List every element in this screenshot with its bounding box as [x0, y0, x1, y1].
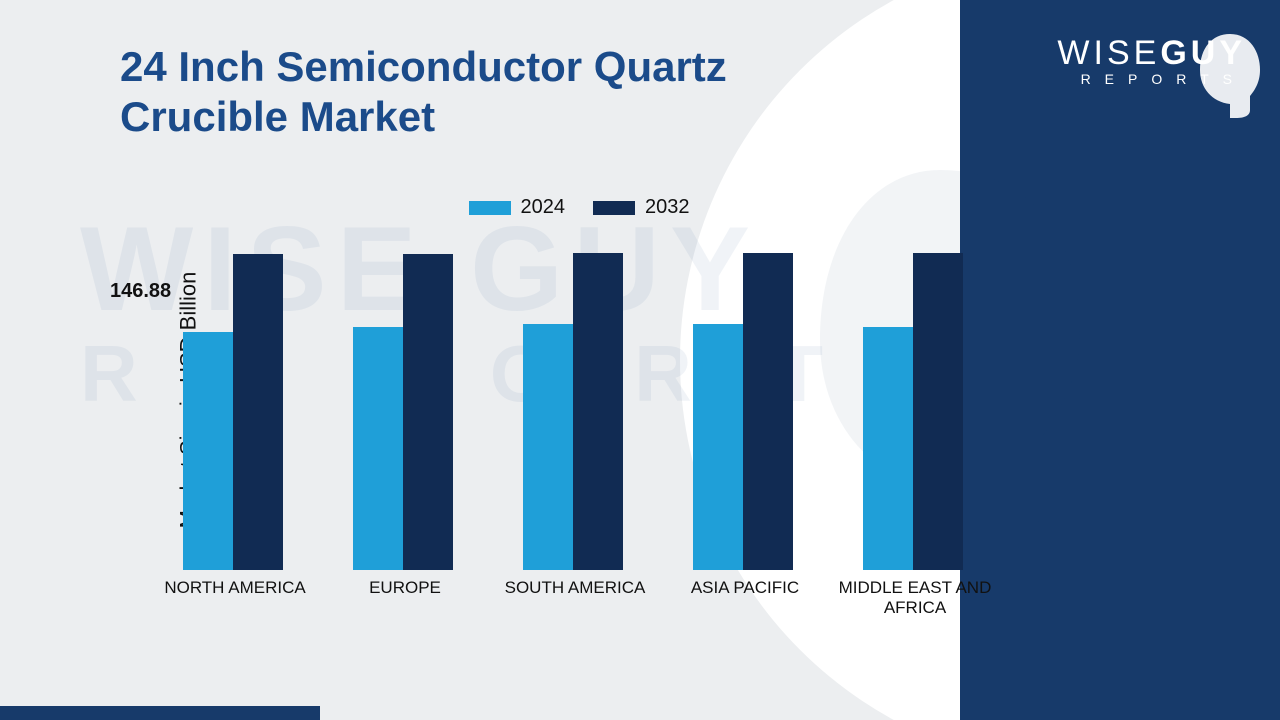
bar — [183, 332, 233, 570]
x-axis-label: EUROPE — [325, 570, 485, 598]
bar-group: ASIA PACIFIC — [685, 200, 805, 570]
plot-area: 20242032 NORTH AMERICAEUROPESOUTH AMERIC… — [160, 200, 970, 570]
bar — [353, 327, 403, 570]
stage: WISE GUY R E P O R T S 24 Inch Semicondu… — [0, 0, 1280, 720]
legend-swatch — [469, 201, 511, 215]
bar — [403, 254, 453, 570]
x-axis-label: MIDDLE EAST AND AFRICA — [835, 570, 995, 619]
bar — [743, 253, 793, 570]
bottom-accent-bar — [0, 706, 320, 720]
bar — [693, 324, 743, 570]
bar-group: EUROPE — [345, 200, 465, 570]
bar — [913, 253, 963, 570]
brand-word1: WISE — [1057, 34, 1160, 72]
legend-label: 2032 — [645, 196, 690, 218]
bar — [523, 324, 573, 570]
bar — [573, 253, 623, 570]
chart-area: Market Size in USD Billion 146.88 202420… — [70, 170, 970, 630]
bar — [233, 254, 283, 570]
x-axis-label: SOUTH AMERICA — [495, 570, 655, 598]
x-axis-label: ASIA PACIFIC — [665, 570, 825, 598]
bar-group: NORTH AMERICA — [175, 200, 295, 570]
bar — [863, 327, 913, 570]
x-axis-label: NORTH AMERICA — [155, 570, 315, 598]
bar-group: MIDDLE EAST AND AFRICA — [855, 200, 975, 570]
bar-group: SOUTH AMERICA — [515, 200, 635, 570]
chart-title: 24 Inch Semiconductor Quartz Crucible Ma… — [120, 42, 840, 143]
brand-head-icon — [1190, 32, 1262, 120]
